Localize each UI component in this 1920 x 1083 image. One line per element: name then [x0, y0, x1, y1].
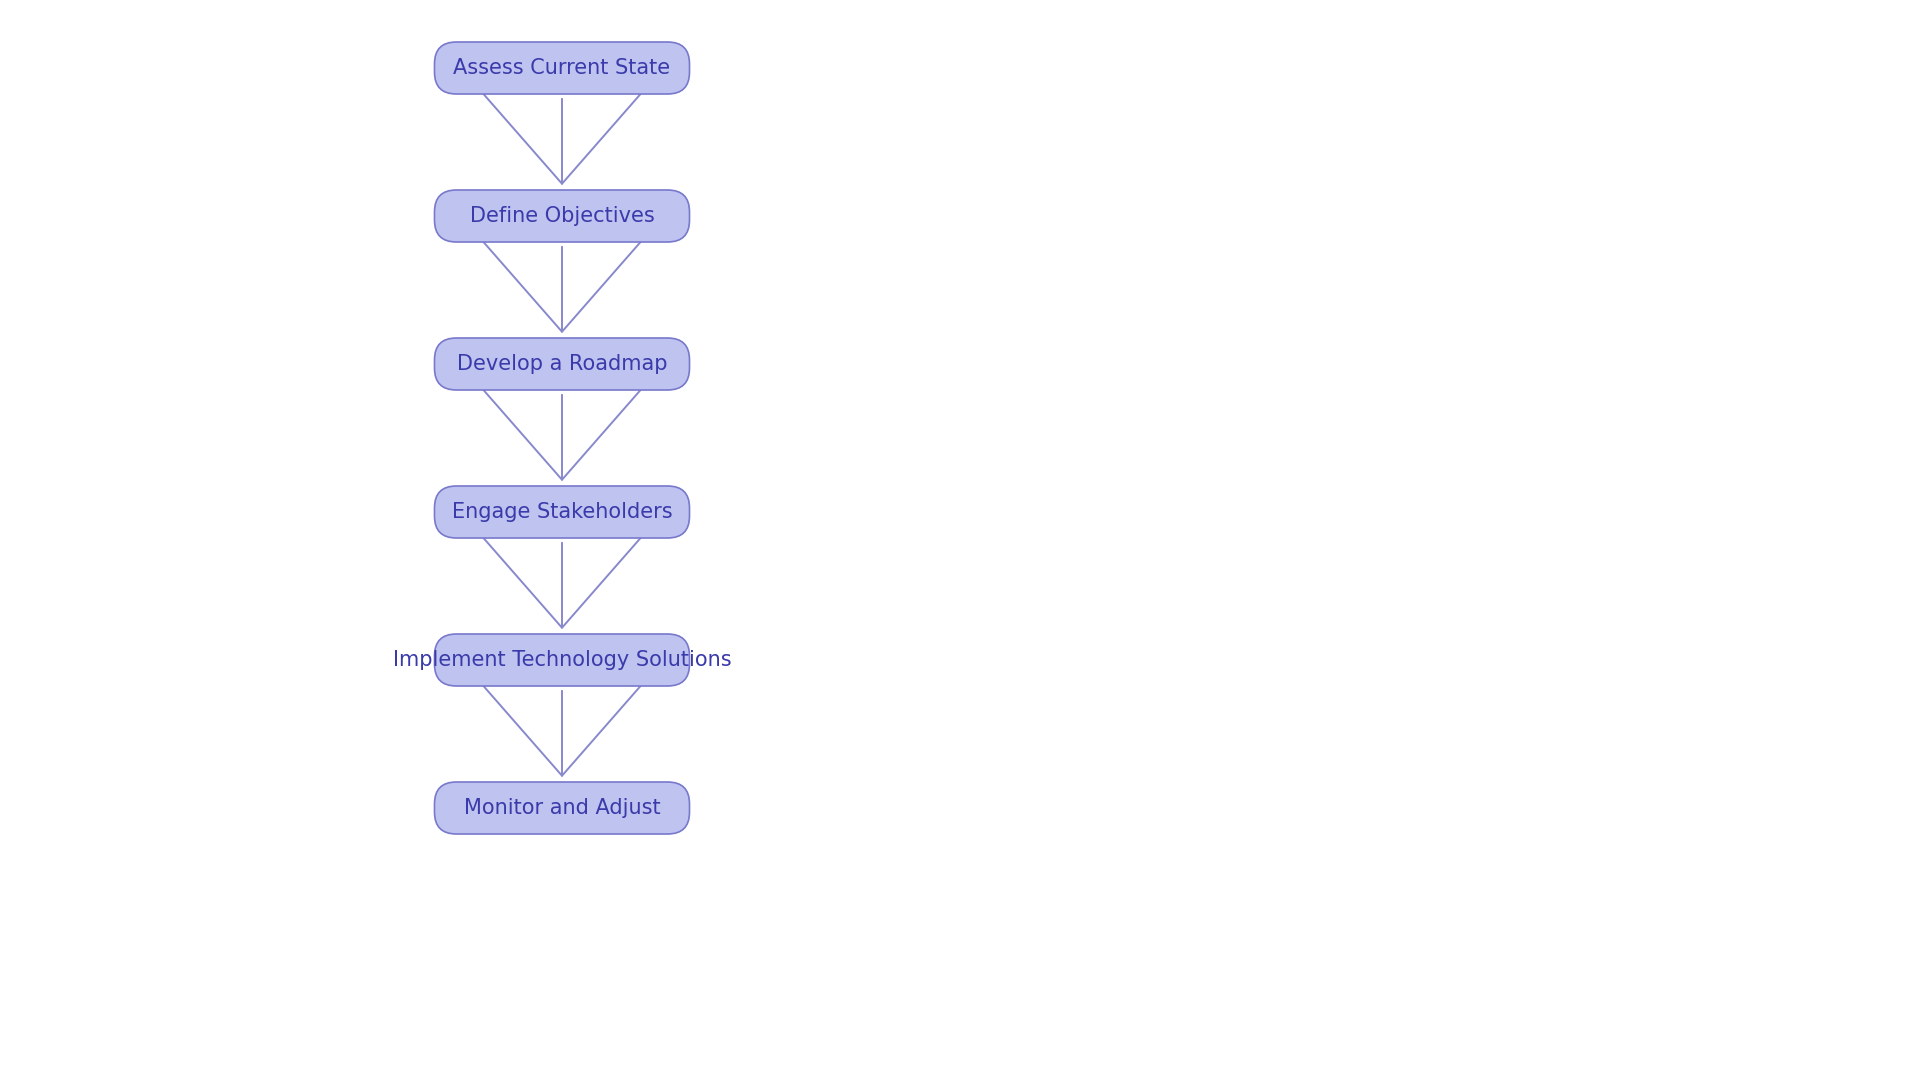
Text: Assess Current State: Assess Current State [453, 58, 670, 78]
FancyBboxPatch shape [434, 782, 689, 834]
Text: Define Objectives: Define Objectives [470, 206, 655, 226]
Text: Implement Technology Solutions: Implement Technology Solutions [394, 650, 732, 670]
FancyBboxPatch shape [434, 190, 689, 242]
Text: Develop a Roadmap: Develop a Roadmap [457, 354, 668, 374]
Text: Monitor and Adjust: Monitor and Adjust [465, 798, 660, 818]
Text: Engage Stakeholders: Engage Stakeholders [451, 503, 672, 522]
FancyBboxPatch shape [434, 634, 689, 686]
FancyBboxPatch shape [434, 42, 689, 94]
FancyBboxPatch shape [434, 486, 689, 538]
FancyBboxPatch shape [434, 338, 689, 390]
